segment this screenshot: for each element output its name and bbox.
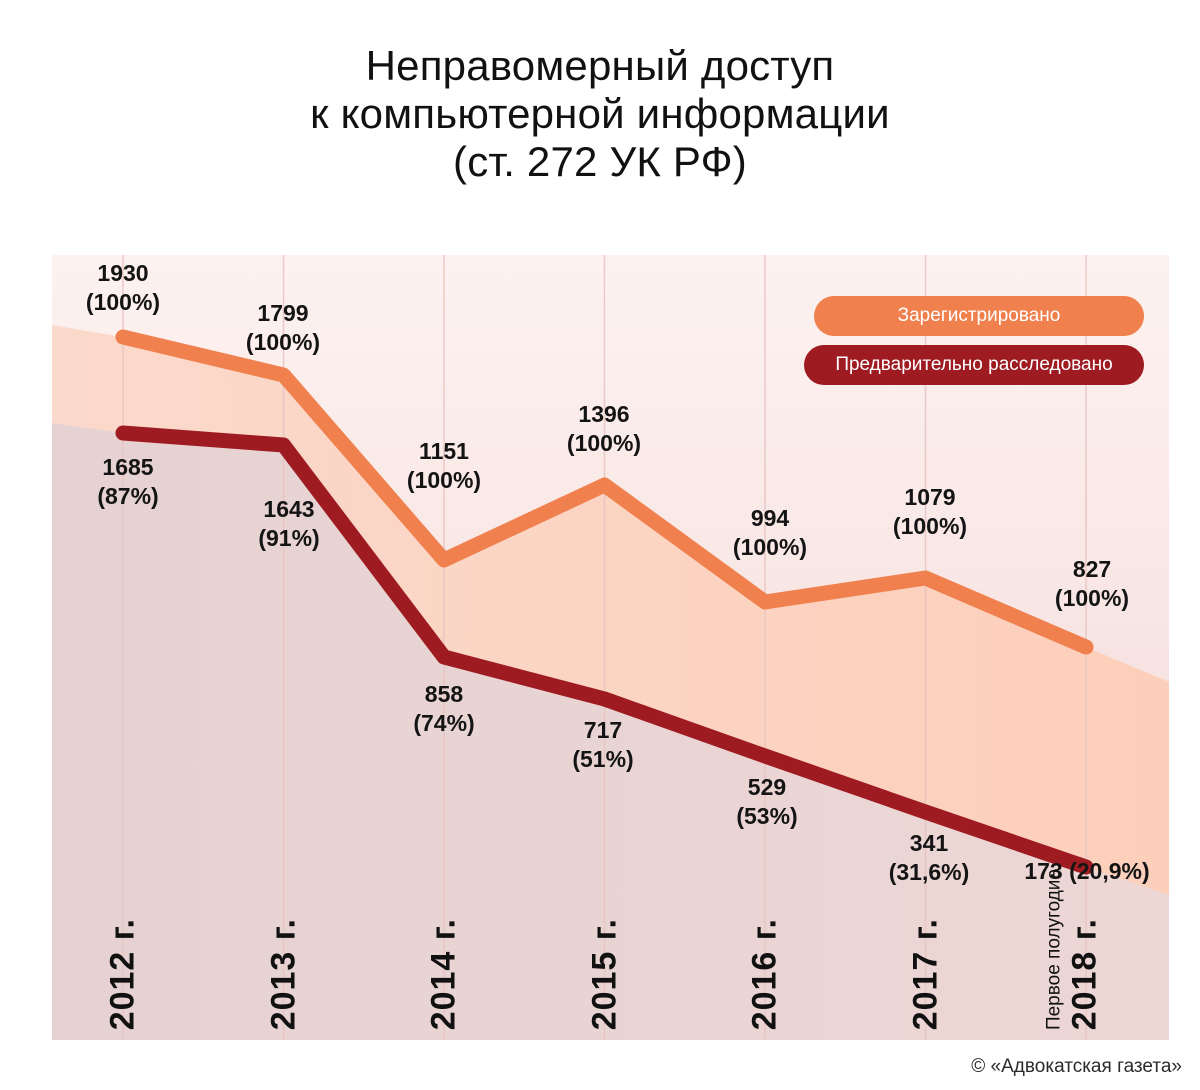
x-axis-label-main: 2017 г. [906, 917, 944, 1030]
data-label-value: 1685 [102, 454, 154, 480]
data-label-investigated-2014: 858 (74%) [413, 680, 474, 738]
page-title: Неправомерный доступ к компьютерной инфо… [0, 42, 1200, 186]
data-label-value: 717 [583, 717, 623, 743]
data-label-investigated-2017: 341 (31,6%) [889, 829, 970, 887]
data-label-percent: (31,6%) [888, 859, 970, 885]
data-label-percent: (100%) [732, 534, 808, 560]
data-label-investigated-2016: 529 (53%) [736, 773, 797, 831]
data-label-value: 994 [750, 505, 790, 531]
data-label-value: 1799 [257, 300, 309, 326]
data-label-percent: (100%) [245, 329, 321, 355]
data-label-value: 529 [747, 774, 787, 800]
legend-label-investigated: Предварительно расследовано [835, 354, 1113, 375]
legend-label-registered: Зарегистрировано [897, 305, 1061, 326]
data-label-value: 827 [1072, 556, 1112, 582]
x-axis-label-2018: Первое полугодие 2018 г. [1044, 867, 1105, 1030]
data-label-percent: (100%) [1054, 585, 1130, 611]
data-label-percent: (100%) [406, 467, 482, 493]
data-label-percent: (100%) [892, 513, 968, 539]
data-label-value: 1151 [419, 438, 469, 464]
x-axis-label-small: Первое полугодие [1043, 868, 1065, 1030]
data-label-percent: (100%) [566, 430, 642, 456]
legend-item-investigated[interactable]: Предварительно расследовано [804, 345, 1144, 385]
data-label-value: 1930 [97, 260, 149, 286]
data-label-investigated-2018: 173 (20,9%) [1024, 857, 1149, 886]
data-label-registered-2012: 1930 (100%) [86, 259, 160, 317]
series-registered-line [115, 329, 1094, 655]
x-axis-label-2015: 2015 г. [585, 918, 624, 1030]
data-label-registered-2015: 1396 (100%) [567, 400, 641, 458]
x-axis-label-2013: 2013 г. [264, 918, 303, 1030]
data-label-registered-2017: 1079 (100%) [893, 483, 967, 541]
x-axis-label-main: 2016 г. [745, 917, 784, 1030]
x-axis-label-2012: 2012 г. [104, 918, 143, 1030]
data-label-value: 341 [909, 830, 949, 856]
data-label-percent: (74%) [413, 710, 475, 736]
data-label-percent: (51%) [572, 746, 634, 772]
title-line-2: к компьютерной информации [310, 90, 890, 137]
x-axis-label-main: 2018 г. [1065, 917, 1104, 1030]
data-label-percent: (87%) [97, 483, 159, 509]
x-axis-label-main: 2013 г. [264, 917, 302, 1030]
title-line-1: Неправомерный доступ [365, 42, 835, 89]
data-label-value: 858 [424, 681, 464, 707]
x-axis-label-main: 2015 г. [585, 917, 623, 1030]
data-label-value: 1079 [904, 484, 956, 510]
data-label-value: 1643 [263, 496, 315, 522]
x-axis-label-main: 2014 г. [424, 917, 463, 1030]
x-axis-label-2017: 2017 г. [906, 918, 945, 1030]
legend-item-registered[interactable]: Зарегистрировано [814, 296, 1144, 336]
copyright-footer: © «Адвокатская газета» [971, 1056, 1182, 1077]
data-label-registered-2018: 827 (100%) [1055, 555, 1129, 613]
chart-svg [52, 255, 1169, 1040]
data-label-percent: (100%) [85, 289, 161, 315]
data-label-value: 1396 [578, 401, 630, 427]
data-label-investigated-2015: 717 (51%) [572, 716, 633, 774]
x-axis-label-main: 2012 г. [103, 917, 142, 1030]
series-investigated-area [52, 423, 1169, 1040]
data-label-registered-2014: 1151 (100%) [407, 437, 481, 495]
data-label-value: 173 (20,9%) [1024, 858, 1150, 884]
x-axis-label-2016: 2016 г. [746, 918, 785, 1030]
series-investigated-line [115, 425, 1094, 875]
x-axis-label-2014: 2014 г. [425, 918, 464, 1030]
title-line-3: (ст. 272 УК РФ) [453, 138, 747, 185]
chart-legend: Зарегистрировано Предварительно расследо… [804, 296, 1144, 394]
chart-plot-area: Зарегистрировано Предварительно расследо… [52, 255, 1169, 1040]
chart-gridlines [122, 255, 1087, 1040]
data-label-registered-2013: 1799 (100%) [246, 299, 320, 357]
data-label-investigated-2012: 1685 (87%) [97, 453, 158, 511]
data-label-percent: (91%) [258, 525, 320, 551]
data-label-registered-2016: 994 (100%) [733, 504, 807, 562]
data-label-investigated-2013: 1643 (91%) [258, 495, 319, 553]
data-label-percent: (53%) [736, 803, 798, 829]
